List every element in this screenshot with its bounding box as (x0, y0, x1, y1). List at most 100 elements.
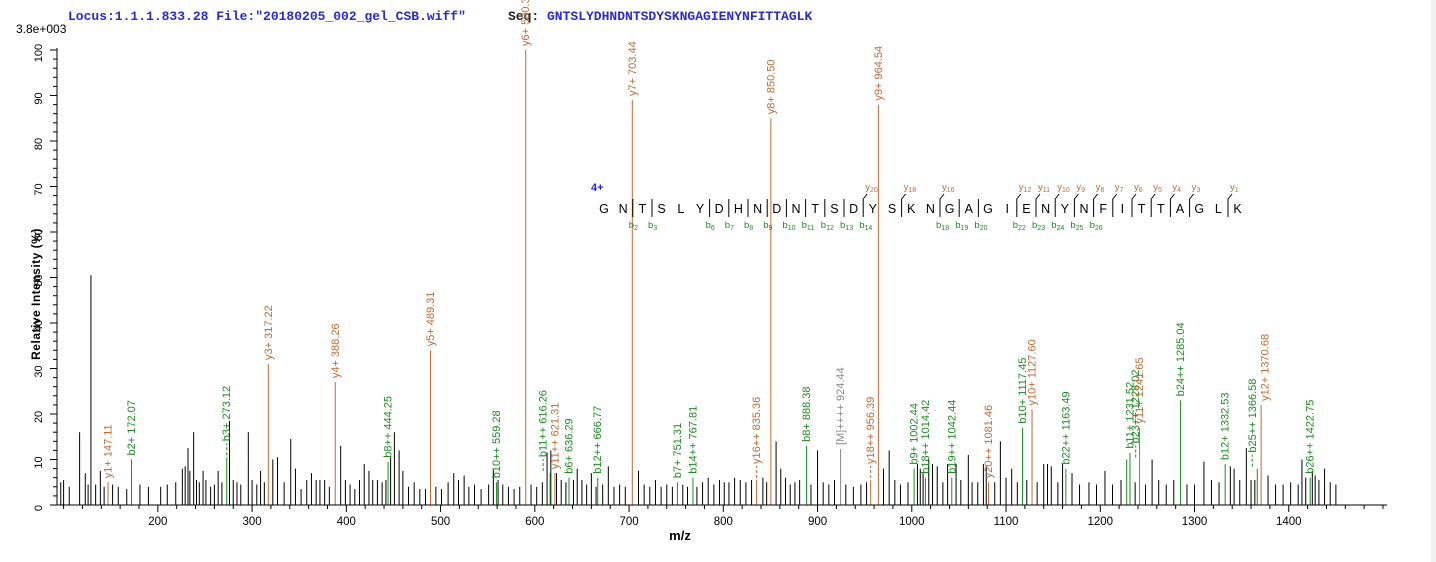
sequence-residue: T (1138, 202, 1146, 216)
sequence-residue: N (926, 202, 935, 216)
fragment-divider (1150, 193, 1156, 217)
peak-label: y20++ 1081.46 (983, 405, 995, 478)
fragment-y-label: y9 (1076, 182, 1085, 194)
peak-label: b12++ 666.77 (592, 406, 604, 474)
sequence-residue: Y (696, 202, 705, 216)
fragment-b-label: b9 (763, 220, 772, 232)
fragment-b-label: b12 (821, 220, 834, 232)
sequence-residue: T (639, 202, 647, 216)
fragment-divider (1112, 193, 1118, 217)
x-tick-label: 300 (242, 516, 261, 528)
fragment-y-label: y12 (1019, 182, 1032, 194)
y-axis-max-intensity-label: 3.8e+003 (16, 22, 67, 36)
peak-label: y5+ 489.31 (425, 292, 437, 347)
fragment-b-label: b6 (706, 220, 715, 232)
peak-label: b10+ 1117.45 (1017, 358, 1029, 424)
fragment-divider (939, 193, 945, 217)
sequence-residue: T (811, 202, 819, 216)
sequence-residue: D (849, 202, 858, 216)
sequence-residue: H (734, 202, 743, 216)
sequence-residue: S (888, 202, 896, 216)
fragment-divider (1189, 193, 1194, 217)
sequence-residue: T (1157, 202, 1165, 216)
peak-label: b11+ 1231.52 (1124, 382, 1136, 449)
sequence-residue: G (983, 202, 993, 216)
x-tick-label: 700 (619, 516, 638, 528)
fragment-divider (1035, 193, 1041, 217)
y-tick-label: 80 (33, 138, 45, 150)
sequence-residue: I (1121, 202, 1124, 216)
x-tick-label: 600 (525, 516, 544, 528)
x-tick-label: 1000 (899, 516, 925, 528)
sequence-residue: L (1215, 202, 1222, 216)
peak-label: b11++ 616.26 (538, 390, 550, 457)
sequence-residue: Y (1061, 202, 1070, 216)
sequence-residue: A (965, 202, 974, 216)
peak-label: b7+ 751.31 (672, 423, 684, 478)
x-tick-label: 400 (337, 516, 356, 528)
sequence-residue: K (1233, 202, 1242, 216)
peak-label: y16++ 835.36 (751, 397, 763, 464)
fragment-b-label: b19 (955, 220, 968, 232)
sequence-residue: N (791, 202, 800, 216)
sequence-residue: S (830, 202, 838, 216)
header-peptide-sequence: GNTSLYDHNDNTSDYSKNGAGIENYNFITTAGLK (547, 9, 813, 24)
fragment-y-label: y8 (1096, 182, 1105, 194)
peak-label: b12+ 1332.53 (1220, 392, 1232, 460)
fragment-y-label: y4 (1172, 182, 1181, 194)
peak-label: b19++ 1042.44 (946, 400, 958, 474)
fragment-b-label: b23 (1032, 220, 1045, 232)
x-tick-label: 1100 (994, 516, 1019, 528)
y-tick-label: 10 (33, 456, 45, 468)
sequence-residue: N (619, 202, 628, 216)
x-tick-label: 200 (148, 516, 167, 528)
charge-state-label: 4+ (591, 182, 604, 194)
fragment-divider (1093, 193, 1098, 217)
fragment-b-label: b14 (859, 220, 872, 232)
sequence-residue: G (1194, 202, 1204, 216)
peak-label: y8+ 850.50 (765, 60, 777, 115)
fragment-y-label: y18 (904, 182, 917, 194)
fragment-b-label: b13 (840, 220, 853, 232)
peak-label: b6+ 636.29 (564, 418, 576, 473)
peak-label: y18++ 956.39 (865, 397, 877, 464)
sequence-residue: Y (869, 202, 878, 216)
peak-label: y9+ 964.54 (873, 46, 885, 101)
x-tick-label: 1200 (1087, 516, 1113, 528)
fragment-y-label: y20 (865, 182, 878, 194)
fragment-b-label: b7 (725, 220, 734, 232)
peak-label: b24++ 1285.04 (1175, 322, 1187, 396)
fragment-b-label: b25 (1070, 220, 1083, 232)
sequence-residue: K (907, 202, 916, 216)
peak-label: b8+ 888.38 (801, 386, 813, 441)
sequence-residue: N (753, 202, 762, 216)
y-tick-label: 90 (33, 92, 45, 104)
fragment-divider (1227, 193, 1233, 217)
peak-label: b14++ 767.81 (687, 406, 699, 474)
peak-label: y1+ 147.11 (102, 424, 114, 478)
fragment-divider (1073, 193, 1079, 217)
x-tick-label: 1400 (1276, 516, 1302, 528)
sequence-residue: D (772, 202, 781, 216)
sequence-residue: L (677, 202, 684, 216)
fragment-divider (1016, 193, 1022, 217)
fragment-b-label: b11 (802, 220, 815, 232)
fragment-divider (862, 193, 868, 217)
fragment-y-label: y1 (1230, 182, 1239, 194)
fragment-divider (901, 193, 906, 217)
sequence-residue: I (1005, 202, 1008, 216)
sequence-residue: G (945, 202, 955, 216)
peak-label: b2+ 172.07 (126, 400, 138, 455)
y-tick-label: 60 (33, 229, 45, 241)
peak-label: b8++ 444.25 (383, 396, 395, 458)
y-tick-label: 40 (33, 320, 45, 332)
sequence-residue: D (715, 202, 724, 216)
y-tick-label: 30 (33, 365, 45, 377)
sequence-residue: G (599, 202, 609, 216)
fragment-divider (1131, 193, 1137, 217)
peak-label: b26++ 1422.75 (1305, 400, 1317, 474)
fragment-divider (1169, 193, 1175, 217)
sequence-residue: E (1022, 202, 1030, 216)
sequence-residue: S (657, 202, 665, 216)
fragment-y-label: y5 (1153, 182, 1162, 194)
